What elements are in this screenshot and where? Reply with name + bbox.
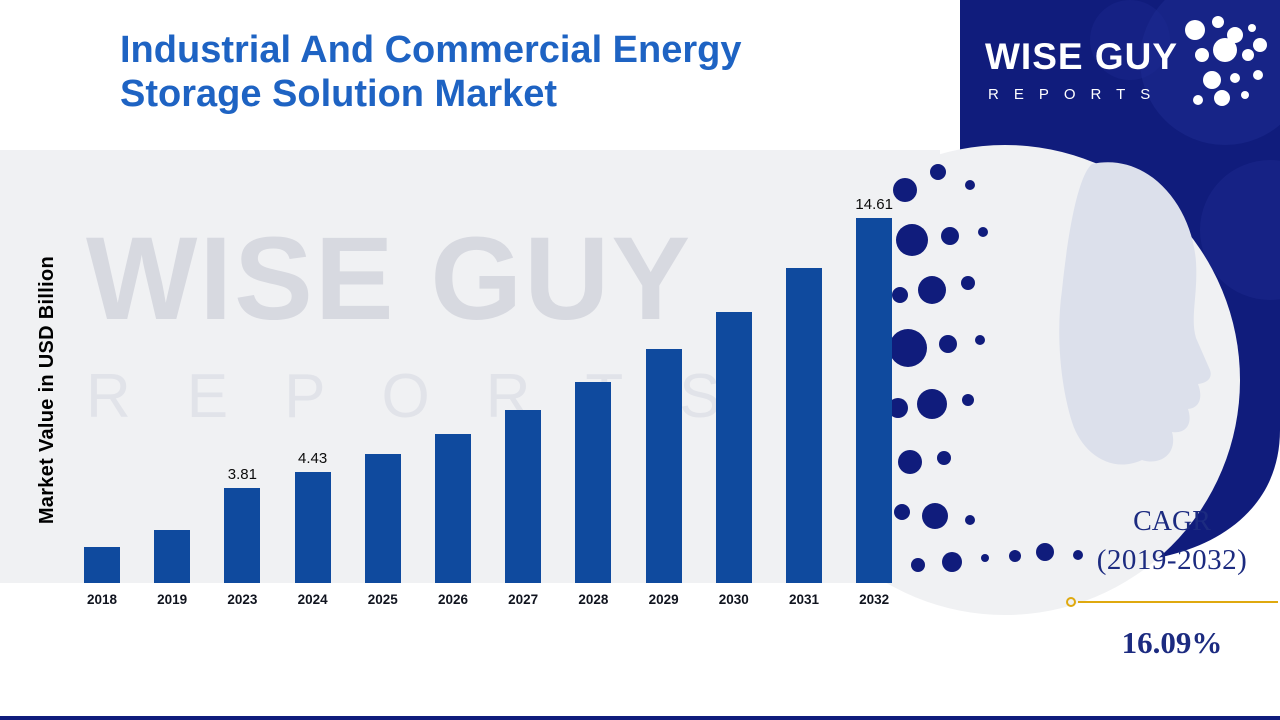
- bar-2027: [505, 410, 542, 583]
- watermark-reports-text: REPORTS: [86, 362, 777, 431]
- x-axis-label-2032: 2032: [859, 592, 890, 607]
- x-axis-label-2031: 2031: [788, 592, 820, 607]
- x-axis-label-2030: 2030: [718, 592, 749, 607]
- bar-2030: [715, 312, 752, 583]
- bar-2018: [84, 547, 120, 583]
- x-axis-label-2029: 2029: [648, 592, 679, 607]
- dot-pattern: [888, 164, 1083, 572]
- x-axis-label-2028: 2028: [578, 592, 609, 607]
- cagr-label: CAGR: [1133, 506, 1211, 537]
- panel-accent-blobs: [1090, 0, 1280, 300]
- bottom-accent-strip: [0, 716, 1280, 720]
- divider-line: [1078, 600, 1278, 604]
- y-axis-label: Market Value in USD Billion: [35, 255, 58, 525]
- watermark-wiseguy-text: WISE GUY: [86, 213, 693, 345]
- x-axis-label-2018: 2018: [86, 592, 118, 607]
- x-axis-label-2027: 2027: [508, 592, 539, 607]
- brand-panel-graphic: [880, 0, 1280, 615]
- gold-divider: [1066, 597, 1278, 607]
- bar-2025: [364, 454, 401, 583]
- x-axis-label-2023: 2023: [227, 592, 258, 607]
- cagr-value: 16.09%: [1121, 625, 1223, 660]
- cagr-block: CAGR (2019-2032) 16.09%: [1066, 506, 1278, 661]
- bar-2032: 14.61: [855, 196, 893, 583]
- bar-2029: [645, 349, 682, 583]
- bar-2028: [575, 382, 612, 583]
- x-axis-label-2019: 2019: [157, 592, 188, 607]
- brand-logo-reports: REPORTS: [988, 86, 1166, 103]
- head-profile-icon: [1059, 162, 1211, 465]
- bar-2023: 3.81: [224, 466, 261, 583]
- logo-head-dots-icon: [1185, 16, 1267, 106]
- watermark: WISE GUY REPORTS: [86, 150, 777, 428]
- bar-2031: [786, 268, 822, 583]
- bar-value-label: 14.61: [855, 196, 893, 213]
- x-axis-label-2026: 2026: [437, 592, 469, 607]
- bar-value-label: 4.43: [297, 450, 328, 467]
- bar-value-label: 3.81: [227, 466, 257, 483]
- bar-2024: 4.43: [294, 450, 331, 583]
- x-axis-label-2024: 2024: [297, 592, 328, 607]
- bar-chart: 2018 2019 3.81 2023 4.43 2024 2025 2026 2027 2028…: [84, 150, 896, 607]
- divider-end-circle-icon: [1066, 597, 1076, 607]
- brand-logo-wordmark: WISE GUY: [985, 36, 1179, 77]
- bar-2019: [154, 530, 191, 583]
- brand-panel: WISE GUY REPORTS: [880, 0, 1280, 720]
- cagr-range: (2019-2032): [1096, 544, 1248, 576]
- page-title: Industrial And Commercial Energy Storage…: [120, 29, 742, 116]
- bar-2026: [435, 434, 471, 583]
- x-axis-label-2025: 2025: [367, 592, 398, 607]
